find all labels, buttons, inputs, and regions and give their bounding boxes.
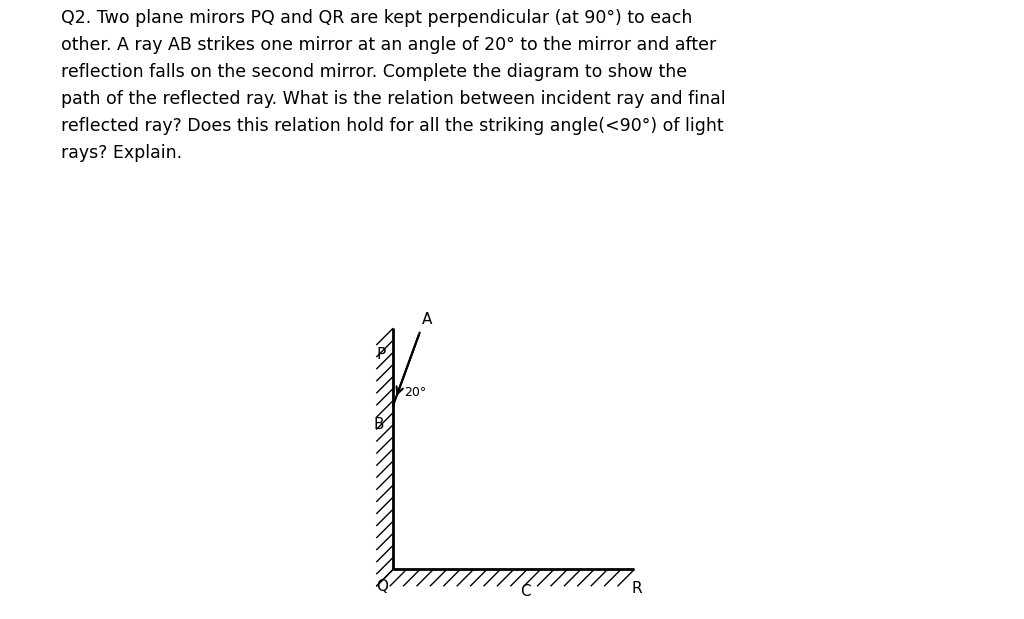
- Text: B: B: [373, 417, 384, 433]
- Text: P: P: [377, 347, 386, 362]
- Text: 20°: 20°: [404, 386, 426, 399]
- Text: C: C: [520, 584, 531, 599]
- Text: Q: Q: [377, 579, 388, 594]
- Text: A: A: [422, 312, 432, 327]
- Text: Q2. Two plane mirors PQ and QR are kept perpendicular (at 90°) to each
other. A : Q2. Two plane mirors PQ and QR are kept …: [61, 9, 726, 162]
- Text: R: R: [632, 581, 643, 597]
